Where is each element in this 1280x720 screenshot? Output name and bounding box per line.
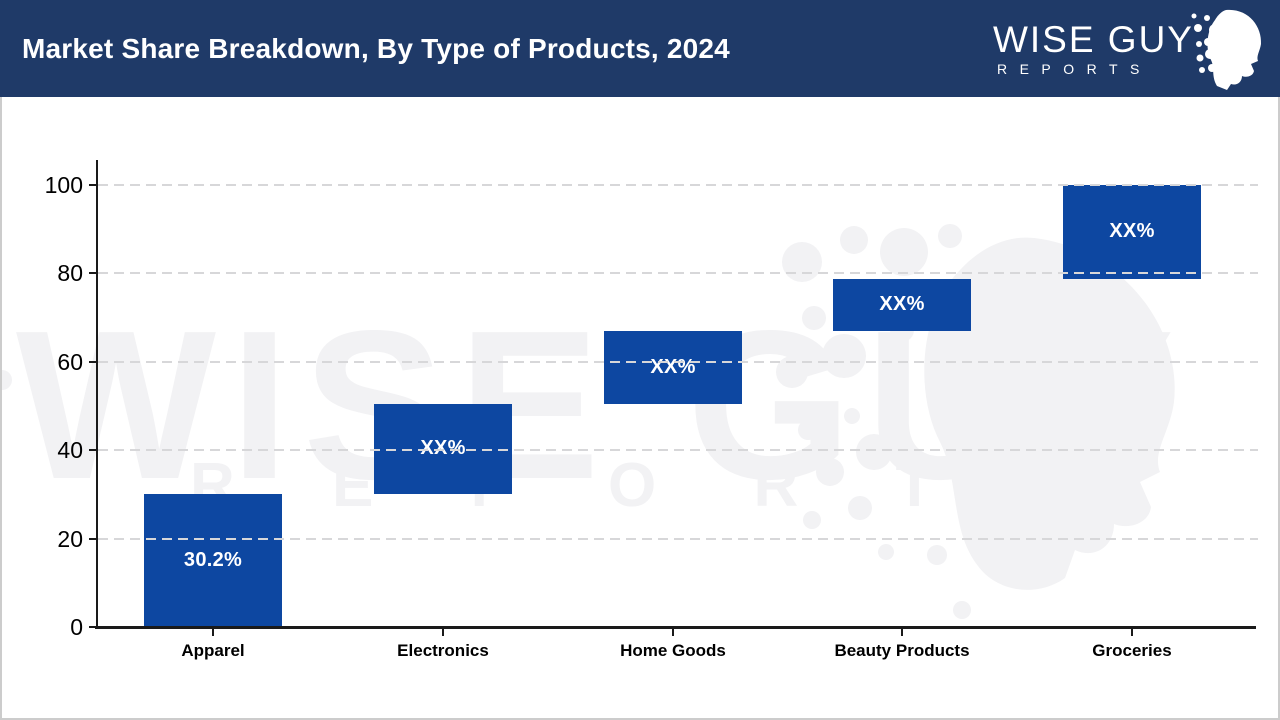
bar-value-label: XX%	[879, 293, 925, 316]
header: Market Share Breakdown, By Type of Produ…	[0, 0, 1280, 97]
y-tick-label: 80	[57, 260, 83, 287]
brand-logo: WISE GUY REPORTS	[993, 6, 1268, 92]
gridline	[98, 360, 1258, 363]
gridline	[98, 272, 1258, 275]
y-tick-mark	[89, 449, 97, 452]
gridline	[98, 184, 1258, 186]
brand-head-icon	[1191, 9, 1262, 90]
y-axis-line	[96, 160, 98, 629]
x-category-label: Beauty Products	[834, 641, 970, 660]
bar: XX%	[833, 278, 971, 331]
x-category-label: Electronics	[397, 641, 489, 660]
brand-name: WISE GUY	[992, 19, 1194, 60]
bar: 30.2%	[144, 493, 282, 627]
y-tick-mark	[89, 272, 97, 275]
gridline	[98, 537, 1258, 540]
gridline	[98, 449, 1258, 452]
x-tick-mark	[901, 628, 903, 636]
page-title: Market Share Breakdown, By Type of Produ…	[22, 32, 730, 64]
x-tick-mark	[672, 628, 674, 636]
bar-value-label: 30.2%	[183, 548, 243, 571]
x-category-label: Home Goods	[620, 641, 726, 660]
y-tick-mark	[89, 184, 97, 186]
bar: XX%	[604, 330, 742, 405]
y-tick-mark	[89, 626, 97, 628]
x-category-label: Groceries	[1092, 641, 1172, 660]
x-axis-line	[95, 626, 1256, 629]
x-tick-mark	[442, 628, 444, 636]
x-tick-mark	[212, 628, 214, 636]
y-tick-label: 100	[44, 172, 83, 198]
y-tick-label: 0	[70, 614, 83, 640]
bar: XX%	[374, 404, 512, 494]
y-tick-mark	[89, 360, 97, 363]
bar-value-label: XX%	[650, 356, 696, 379]
x-category-label: Apparel	[181, 641, 245, 660]
bar: XX%	[1063, 185, 1201, 279]
y-tick-label: 60	[57, 348, 83, 375]
bar-value-label: XX%	[1109, 220, 1155, 243]
y-tick-label: 20	[57, 525, 83, 552]
bar-value-label: XX%	[420, 437, 465, 460]
y-tick-mark	[89, 537, 97, 540]
x-tick-mark	[1131, 628, 1133, 636]
y-tick-label: 40	[57, 437, 83, 464]
brand-sub: REPORTS	[996, 61, 1152, 77]
